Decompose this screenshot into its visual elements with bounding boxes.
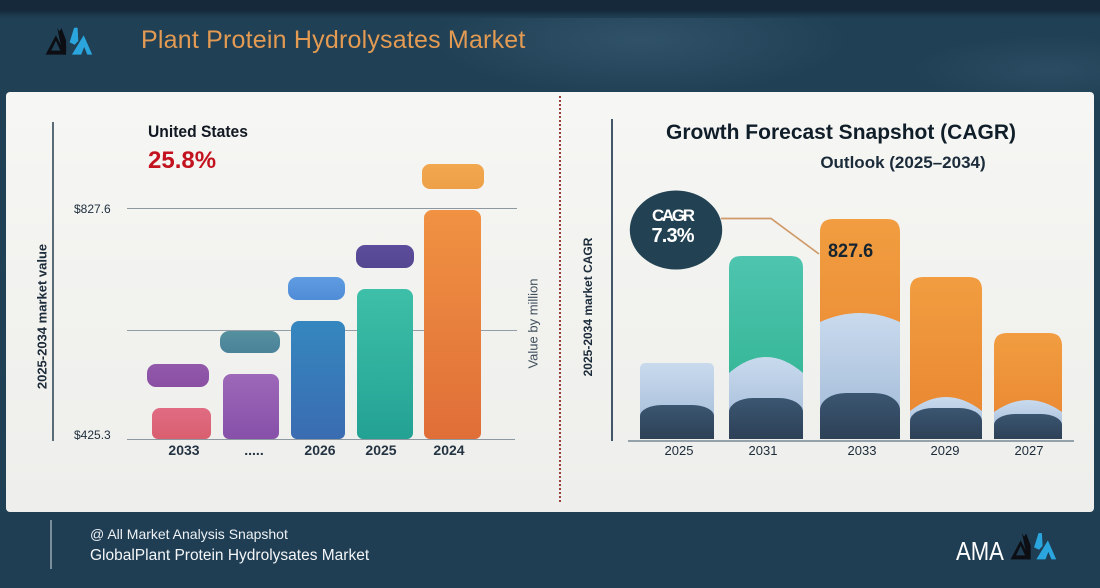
svg-text:CAGR: CAGR	[652, 206, 695, 225]
svg-text:7.3%: 7.3%	[652, 225, 695, 247]
